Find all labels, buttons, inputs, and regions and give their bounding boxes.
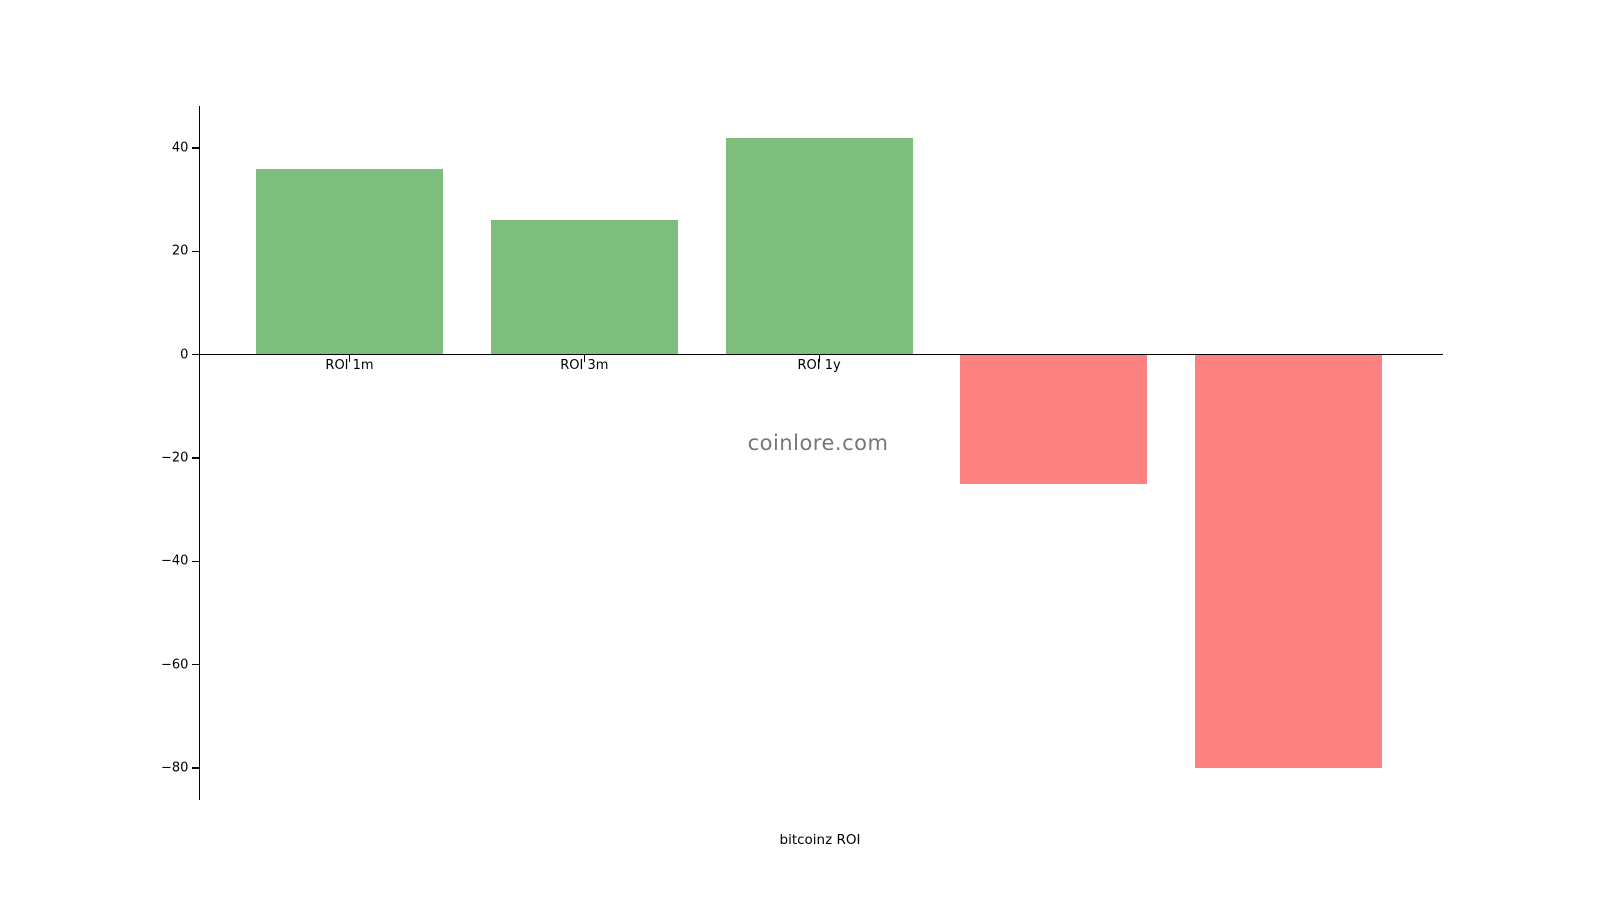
y-tick-label: 0 <box>180 347 189 363</box>
y-tick-mark <box>192 147 200 149</box>
bar <box>490 220 678 355</box>
bar <box>1195 354 1383 768</box>
y-tick-label: −80 <box>160 760 189 776</box>
x-tick-label: ROI 3m <box>560 357 609 373</box>
x-tick-label: ROI 1y <box>797 357 841 373</box>
y-tick-mark <box>192 250 200 252</box>
bar <box>960 354 1148 484</box>
y-tick-mark <box>192 663 200 666</box>
x-tick-mark <box>583 354 585 362</box>
y-tick-mark <box>192 353 200 356</box>
chart-title: bitcoinz ROI <box>779 832 861 848</box>
x-tick-label: ROI 1m <box>325 357 374 373</box>
y-tick-mark <box>192 457 200 459</box>
y-axis-line <box>198 106 201 800</box>
watermark: coinlore.com <box>747 431 889 455</box>
y-tick-label: −40 <box>160 553 189 569</box>
x-tick-mark <box>348 354 351 362</box>
bar <box>256 168 443 355</box>
x-axis-line <box>199 353 1443 356</box>
y-tick-mark <box>192 767 200 769</box>
y-tick-mark <box>192 560 200 562</box>
y-tick-label: −60 <box>160 657 189 673</box>
y-tick-label: 40 <box>171 140 189 156</box>
bar <box>725 137 913 355</box>
y-tick-label: 20 <box>171 243 189 259</box>
y-tick-label: −20 <box>160 450 189 466</box>
x-tick-mark <box>818 354 820 362</box>
